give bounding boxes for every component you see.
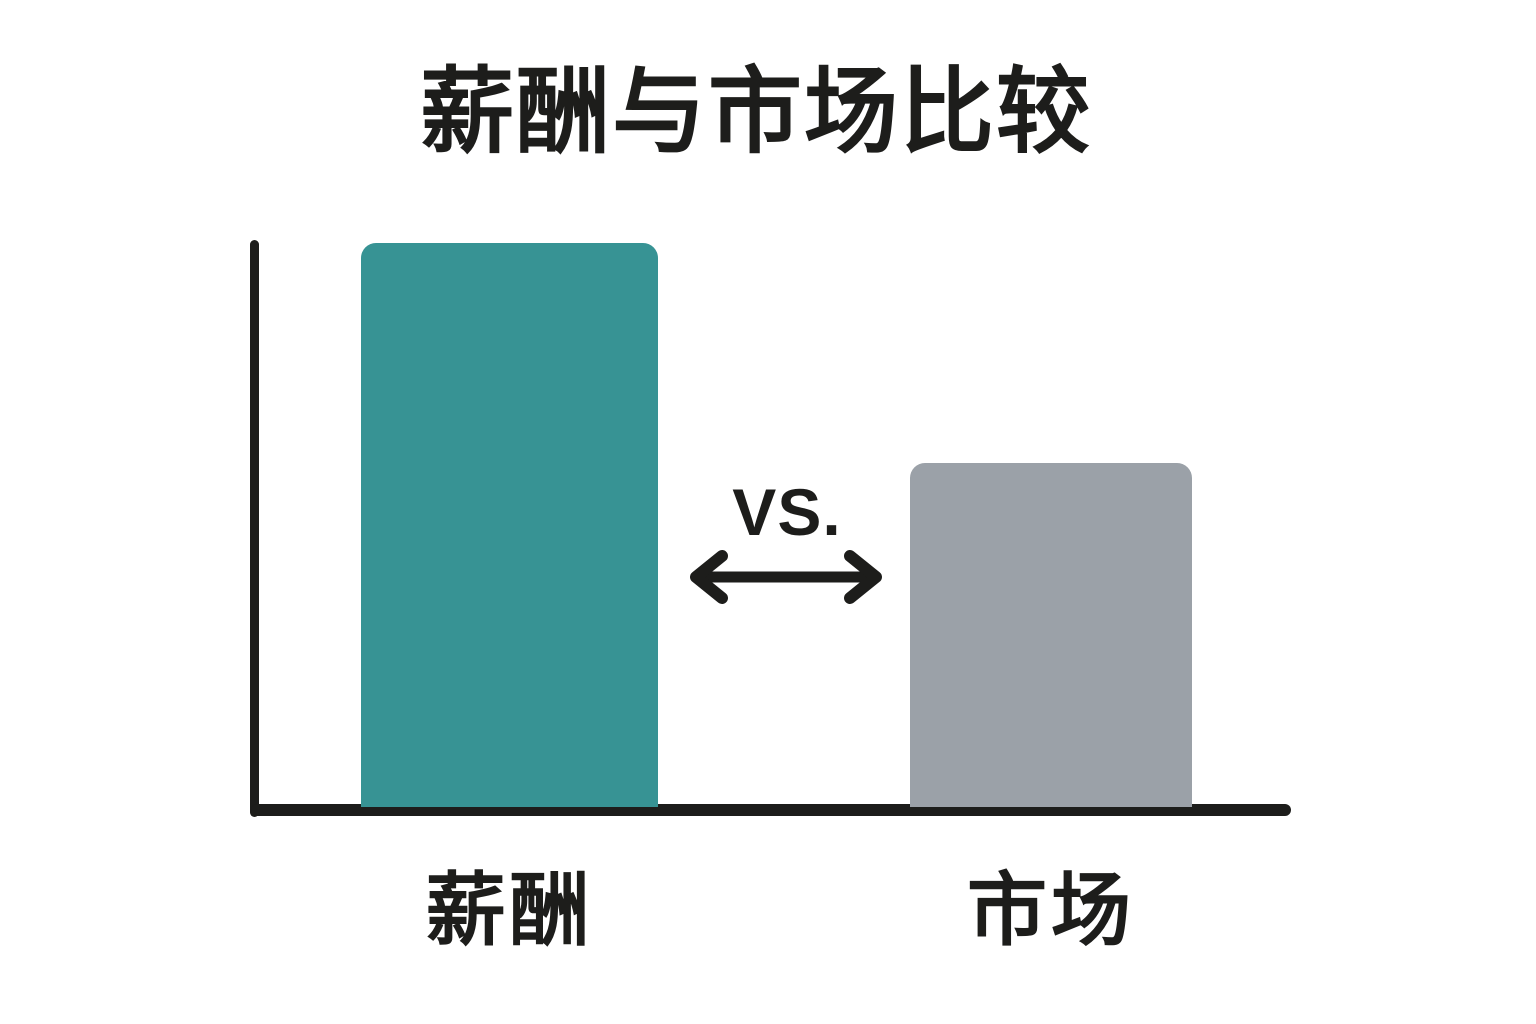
vs-label: VS. (732, 475, 842, 549)
bar-label-salary: 薪酬 (425, 866, 594, 955)
bar-label-market: 市场 (967, 866, 1135, 955)
chart-title: 薪酬与市场比较 (419, 59, 1092, 164)
x-axis (251, 804, 1291, 816)
bar-market (910, 463, 1192, 807)
y-axis (250, 240, 259, 817)
bar-salary (361, 243, 658, 807)
double-arrow-icon (684, 546, 888, 608)
